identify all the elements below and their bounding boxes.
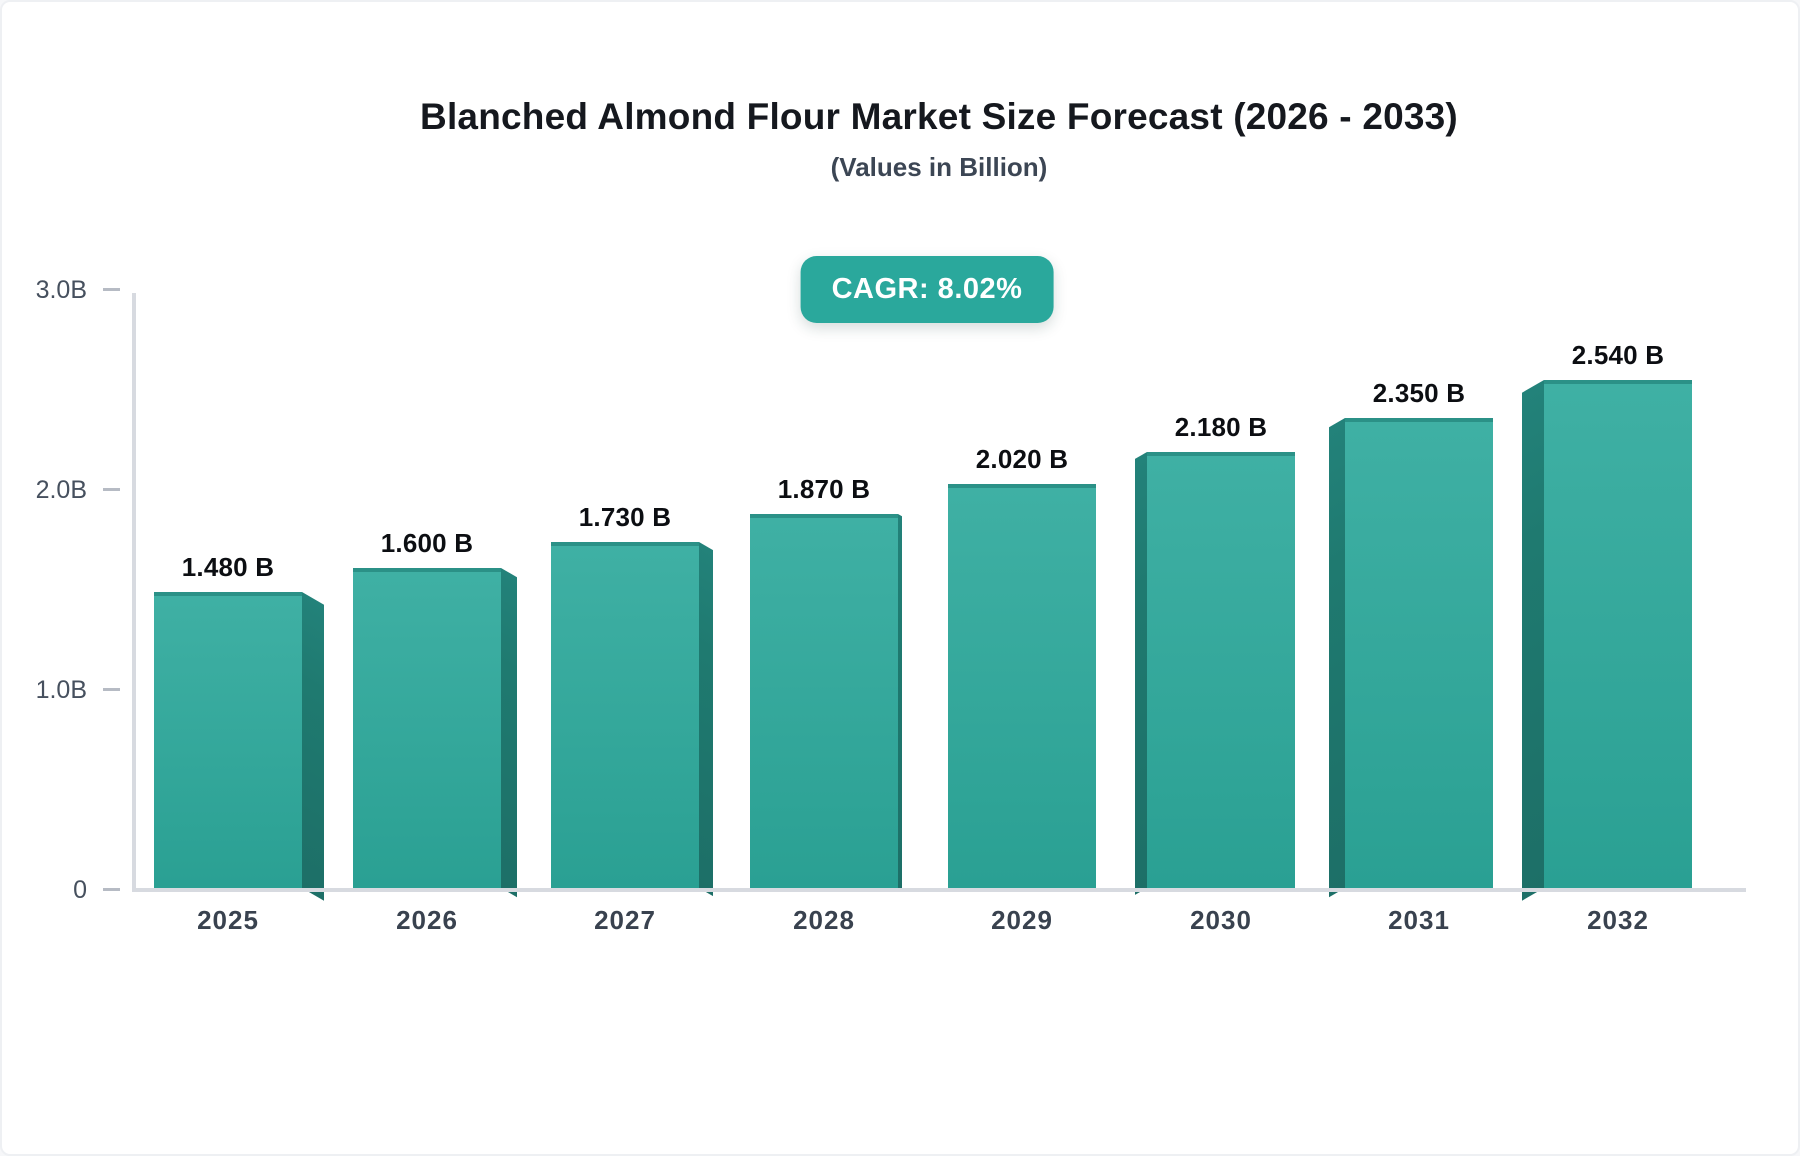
cagr-badge: CAGR: 8.02% bbox=[800, 256, 1054, 323]
bar-side-panel bbox=[1135, 452, 1147, 895]
bar bbox=[154, 592, 302, 888]
y-axis-tick-mark bbox=[103, 888, 120, 891]
y-axis-tick-mark bbox=[103, 488, 120, 491]
bar-value-label: 1.870 B bbox=[777, 474, 871, 504]
bar-side-panel bbox=[1329, 418, 1345, 898]
x-axis-label: 2026 bbox=[396, 905, 458, 935]
y-axis-tick-label: 3.0B bbox=[35, 276, 87, 304]
bar bbox=[948, 484, 1096, 888]
bar-side-panel bbox=[302, 592, 324, 901]
bar bbox=[750, 514, 898, 888]
bar-value-label: 2.180 B bbox=[1174, 412, 1268, 442]
y-axis-tick-label: 2.0B bbox=[35, 476, 87, 504]
x-axis-label: 2025 bbox=[197, 905, 259, 935]
chart-subtitle: (Values in Billion) bbox=[830, 152, 1048, 182]
y-axis-tick-mark bbox=[103, 288, 120, 291]
x-axis-label: 2028 bbox=[793, 905, 855, 935]
bar-value-label: 1.730 B bbox=[578, 502, 672, 532]
bar bbox=[1544, 380, 1692, 888]
bar-value-label: 2.540 B bbox=[1571, 340, 1665, 370]
y-axis-tick-mark bbox=[103, 688, 120, 691]
bar bbox=[1345, 418, 1493, 888]
bar bbox=[1147, 452, 1295, 888]
x-axis-label: 2031 bbox=[1388, 905, 1450, 935]
bar-side-panel bbox=[501, 568, 517, 898]
x-axis-label: 2030 bbox=[1190, 905, 1252, 935]
bar-value-label: 2.020 B bbox=[975, 444, 1069, 474]
bar-value-label: 2.350 B bbox=[1372, 378, 1466, 408]
x-axis-label: 2027 bbox=[594, 905, 656, 935]
y-axis-tick-label: 1.0B bbox=[35, 676, 87, 704]
bar bbox=[353, 568, 501, 888]
bar-value-label: 1.480 B bbox=[181, 552, 275, 582]
bar-side-panel bbox=[699, 542, 713, 897]
x-axis-label: 2029 bbox=[991, 905, 1053, 935]
y-axis-line bbox=[132, 293, 136, 892]
bar-side-panel bbox=[898, 514, 902, 891]
chart-title: Blanched Almond Flour Market Size Foreca… bbox=[420, 96, 1458, 137]
bar-side-panel bbox=[1522, 380, 1544, 901]
y-axis-tick-label: 0 bbox=[73, 876, 87, 904]
bar bbox=[551, 542, 699, 888]
x-axis-label: 2032 bbox=[1587, 905, 1649, 935]
x-axis-line bbox=[132, 888, 1746, 892]
bar-value-label: 1.600 B bbox=[380, 528, 474, 558]
